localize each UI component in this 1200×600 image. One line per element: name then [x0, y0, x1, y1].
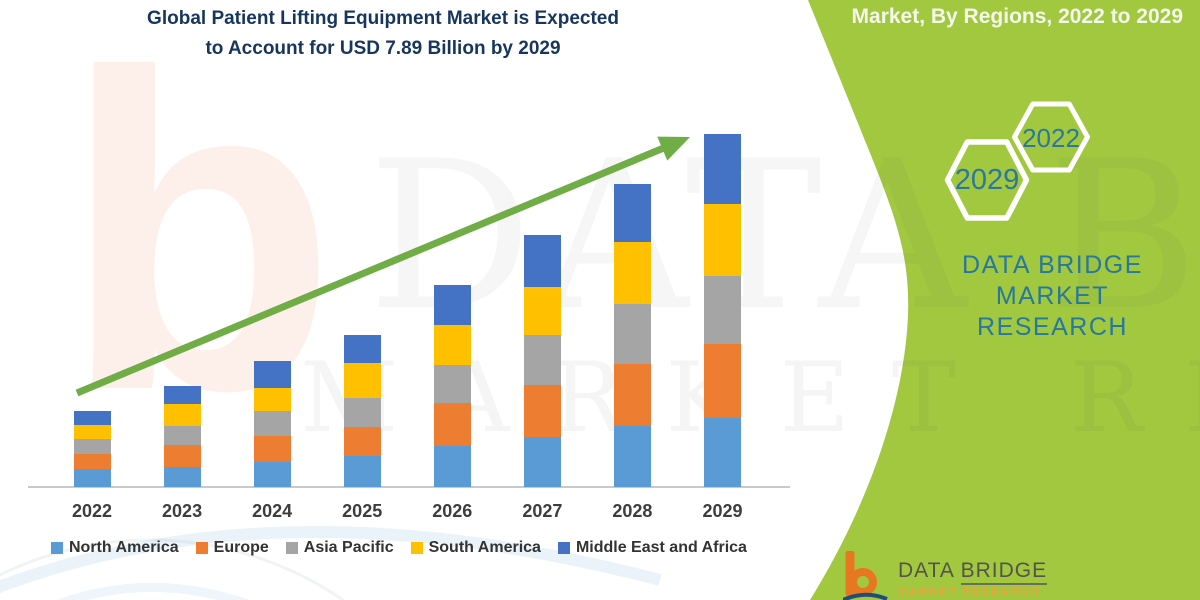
legend-item-middle-east-and-africa: Middle East and Africa: [557, 539, 747, 557]
legend-swatch-south-america: [410, 542, 423, 554]
bar-segment-europe-2024: [253, 435, 291, 462]
legend-label-north-america: North America: [69, 539, 179, 556]
bar-segment-north-america-2023: [163, 466, 201, 487]
chart-title: Global Patient Lifting Equipment Market …: [58, 4, 708, 64]
x-axis-label-2029: 2029: [702, 501, 743, 521]
bar-segment-north-america-2022: [73, 469, 111, 487]
legend-item-europe: Europe: [195, 539, 269, 557]
x-axis-label-2028: 2028: [612, 501, 653, 521]
x-axis-line: [28, 486, 790, 488]
logo-subtext: MARKET RESEARCH: [898, 586, 1040, 598]
bar-segment-asia-pacific-2025: [343, 397, 381, 427]
legend-label-asia-pacific: Asia Pacific: [303, 539, 394, 556]
legend-swatch-asia-pacific: [285, 542, 298, 554]
bar-segment-europe-2023: [163, 444, 201, 467]
x-axis-label-2022: 2022: [71, 501, 113, 521]
chart-title-line1: Global Patient Lifting Equipment Market …: [147, 8, 619, 29]
logo-word-data: DATA: [898, 559, 954, 582]
brand-text-line1: DATA BRIDGE MARKET: [962, 251, 1143, 310]
x-axis-label-2027: 2027: [522, 501, 563, 521]
bar-segment-north-america-2024: [253, 461, 291, 487]
bar-segment-europe-2026: [433, 402, 471, 447]
bar-segment-south-america-2022: [73, 424, 111, 439]
bar-segment-asia-pacific-2022: [73, 438, 111, 454]
brand-text-line2: RESEARCH: [977, 313, 1128, 341]
bar-segment-north-america-2029: [703, 417, 741, 487]
bar-segment-middle-east-and-africa-2022: [73, 411, 111, 425]
panel-header: Market, By Regions, 2022 to 2029: [851, 5, 1183, 28]
bar-segment-middle-east-and-africa-2029: [703, 134, 741, 205]
legend-item-south-america: South America: [410, 539, 541, 557]
brand-text: DATA BRIDGE MARKET RESEARCH: [920, 250, 1185, 343]
bar-segment-north-america-2026: [433, 446, 471, 487]
legend: North America Europe Asia Pacific South Ame…: [51, 539, 747, 557]
chart-title-line2: to Account for USD 7.89 Billion by 2029: [205, 38, 561, 59]
bar-segment-asia-pacific-2024: [253, 411, 291, 436]
legend-item-north-america: North America: [51, 539, 179, 557]
bar-segment-south-america-2023: [163, 404, 201, 427]
legend-label-europe: Europe: [213, 539, 269, 556]
hexagon-label-2029: 2029: [954, 164, 1020, 196]
x-axis-label-2023: 2023: [162, 501, 203, 521]
bar-segment-asia-pacific-2023: [163, 426, 201, 445]
x-axis-label-2026: 2026: [432, 501, 473, 521]
logo-b-icon: [843, 551, 888, 600]
bar-segment-europe-2029: [703, 344, 741, 418]
data-bridge-logo: DATA BRIDGE MARKET RESEARCH: [843, 551, 1048, 600]
bar-segment-north-america-2027: [523, 436, 561, 487]
legend-swatch-north-america: [51, 542, 63, 554]
legend-swatch-middle-east-and-africa: [557, 542, 570, 554]
bar-segment-north-america-2025: [343, 456, 381, 487]
x-axis-label-2025: 2025: [342, 501, 383, 521]
legend-label-south-america: South America: [428, 539, 541, 556]
bar-segment-north-america-2028: [613, 426, 651, 487]
bar-segment-asia-pacific-2029: [703, 276, 741, 345]
bar-segment-europe-2022: [73, 453, 111, 470]
logo-text-wrap: DATA BRIDGE MARKET RESEARCH: [898, 551, 1048, 600]
legend-swatch-europe: [195, 542, 208, 554]
hexagon-label-2022: 2022: [1022, 123, 1080, 153]
logo-wordmark: DATA BRIDGE: [898, 559, 1048, 585]
x-axis-label-2024: 2024: [252, 501, 293, 521]
bar-segment-south-america-2029: [703, 204, 741, 276]
legend-label-middle-east-and-africa: Middle East and Africa: [575, 539, 747, 556]
legend-item-asia-pacific: Asia Pacific: [285, 539, 394, 557]
logo-word-bridge: BRIDGE: [960, 559, 1048, 585]
bar-segment-europe-2025: [343, 426, 381, 457]
